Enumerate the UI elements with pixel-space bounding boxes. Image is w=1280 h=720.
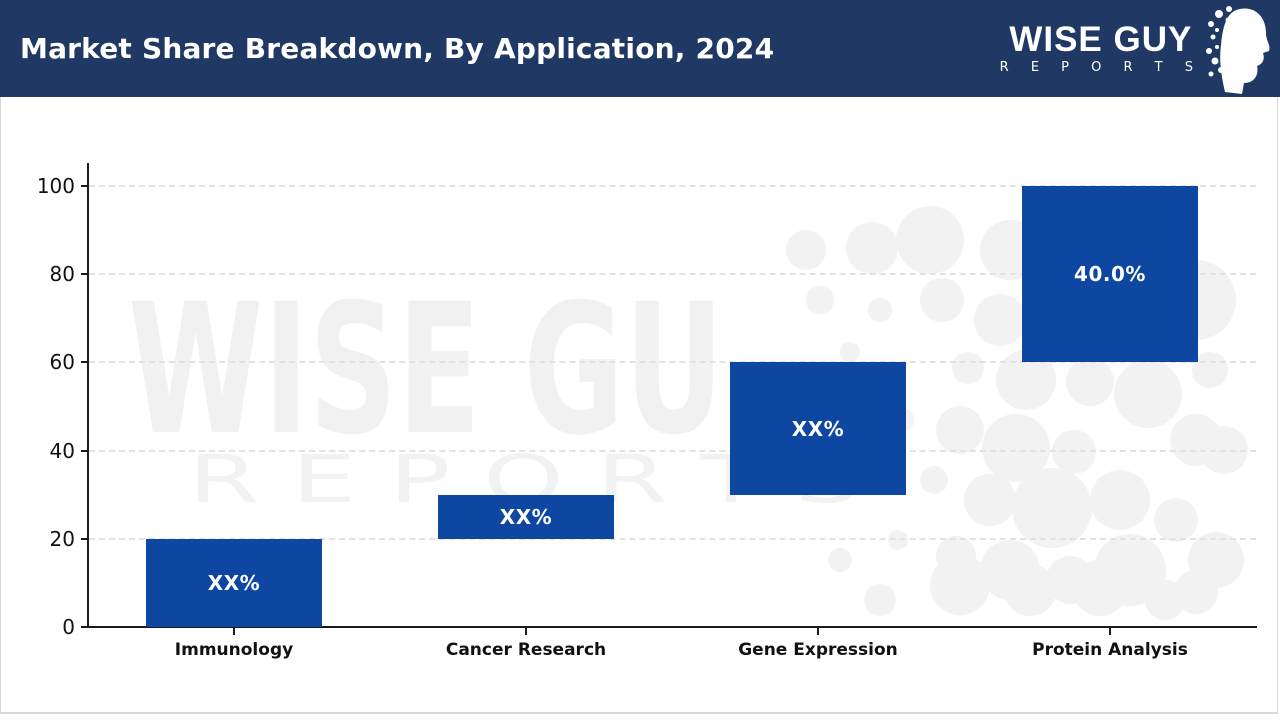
x-axis-label-protein-analysis: Protein Analysis [1032, 640, 1188, 660]
bar-protein-analysis: 40.0% [1022, 186, 1198, 363]
bar-gene-expression: XX% [730, 362, 906, 495]
logo-wordmark: WISE GUY [1009, 20, 1193, 59]
y-tick-20 [81, 537, 88, 540]
logo-head-icon [1206, 5, 1270, 94]
x-tick-immunology [233, 628, 235, 635]
y-tick-100 [81, 185, 88, 187]
bar-value-label-gene-expression: XX% [791, 416, 845, 441]
x-axis-label-cancer-research: Cancer Research [445, 640, 607, 660]
bar-value-label-cancer-research: XX% [499, 504, 553, 529]
y-tick-label-60: 60 [49, 350, 75, 375]
y-tick-80 [81, 273, 88, 276]
y-tick-label-80: 80 [49, 262, 75, 287]
logo-text: WISE GUY R E P O R T S [999, 20, 1202, 76]
gridline-40 [89, 449, 1256, 452]
logo-reports-label: R E P O R T S [999, 60, 1202, 75]
page-title: Market Share Breakdown, By Application, … [20, 32, 775, 65]
y-tick-label-20: 20 [49, 526, 75, 551]
bar-value-label-immunology: XX% [207, 570, 261, 595]
header-bar: Market Share Breakdown, By Application, … [0, 0, 1280, 97]
y-tick-40 [81, 449, 88, 452]
y-tick-60 [81, 361, 88, 364]
x-tick-cancer-research [525, 628, 527, 635]
bar-immunology: XX% [146, 538, 322, 627]
x-axis [87, 626, 1257, 628]
bar-value-label-protein-analysis: 40.0% [1074, 262, 1146, 287]
x-tick-gene-expression [817, 628, 819, 635]
gridline-20 [89, 537, 1256, 540]
y-tick-label-40: 40 [49, 438, 75, 463]
y-tick-label-100: 100 [36, 174, 75, 198]
x-tick-protein-analysis [1109, 628, 1111, 635]
x-axis-label-gene-expression: Gene Expression [738, 640, 898, 660]
y-axis [87, 163, 89, 628]
gridline-60 [89, 361, 1256, 364]
logo: WISE GUY R E P O R T S [1000, 4, 1280, 94]
x-axis-label-immunology: Immunology [174, 640, 294, 660]
y-tick-0 [81, 626, 88, 628]
y-tick-label-0: 0 [62, 615, 75, 639]
gridline-100 [89, 185, 1256, 187]
gridline-80 [89, 273, 1256, 276]
bar-cancer-research: XX% [438, 494, 614, 539]
